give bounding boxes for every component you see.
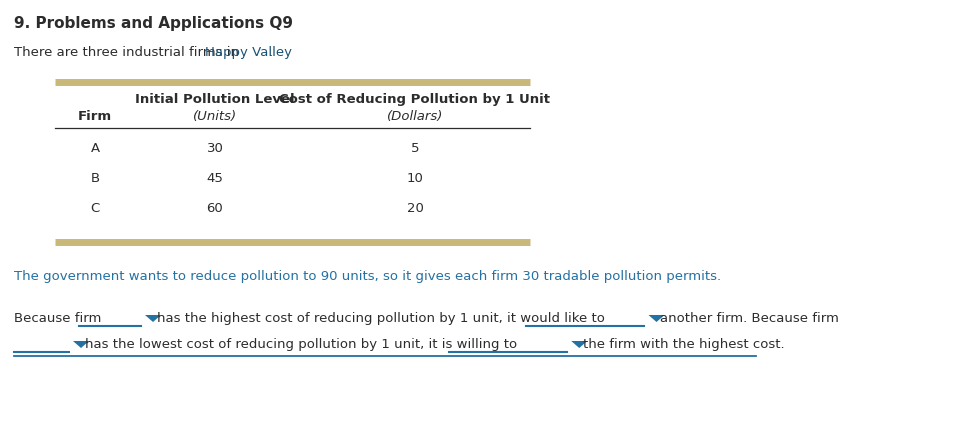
Text: C: C [90, 202, 100, 215]
Polygon shape [571, 341, 586, 348]
Text: the firm with the highest cost.: the firm with the highest cost. [582, 338, 784, 351]
Text: 5: 5 [410, 142, 419, 155]
Text: .: . [268, 46, 272, 59]
Text: has the lowest cost of reducing pollution by 1 unit, it is willing to: has the lowest cost of reducing pollutio… [85, 338, 516, 351]
Text: 9. Problems and Applications Q9: 9. Problems and Applications Q9 [14, 16, 293, 31]
Text: 30: 30 [206, 142, 223, 155]
Text: another firm. Because firm: another firm. Because firm [660, 312, 838, 325]
Text: Because firm: Because firm [14, 312, 102, 325]
Text: There are three industrial firms in: There are three industrial firms in [14, 46, 243, 59]
Polygon shape [144, 315, 161, 322]
Text: Firm: Firm [78, 110, 112, 123]
Text: 45: 45 [206, 172, 223, 185]
Polygon shape [648, 315, 664, 322]
Text: B: B [90, 172, 100, 185]
Polygon shape [73, 341, 89, 348]
Text: The government wants to reduce pollution to 90 units, so it gives each firm 30 t: The government wants to reduce pollution… [14, 270, 720, 283]
Text: 20: 20 [406, 202, 423, 215]
Text: Initial Pollution Level: Initial Pollution Level [135, 93, 295, 106]
Text: 60: 60 [206, 202, 223, 215]
Text: Happy Valley: Happy Valley [204, 46, 292, 59]
Text: (Dollars): (Dollars) [387, 110, 443, 123]
Text: A: A [90, 142, 100, 155]
Text: Cost of Reducing Pollution by 1 Unit: Cost of Reducing Pollution by 1 Unit [279, 93, 550, 106]
Text: 10: 10 [406, 172, 423, 185]
Text: (Units): (Units) [193, 110, 236, 123]
Text: has the highest cost of reducing pollution by 1 unit, it would like to: has the highest cost of reducing polluti… [157, 312, 605, 325]
